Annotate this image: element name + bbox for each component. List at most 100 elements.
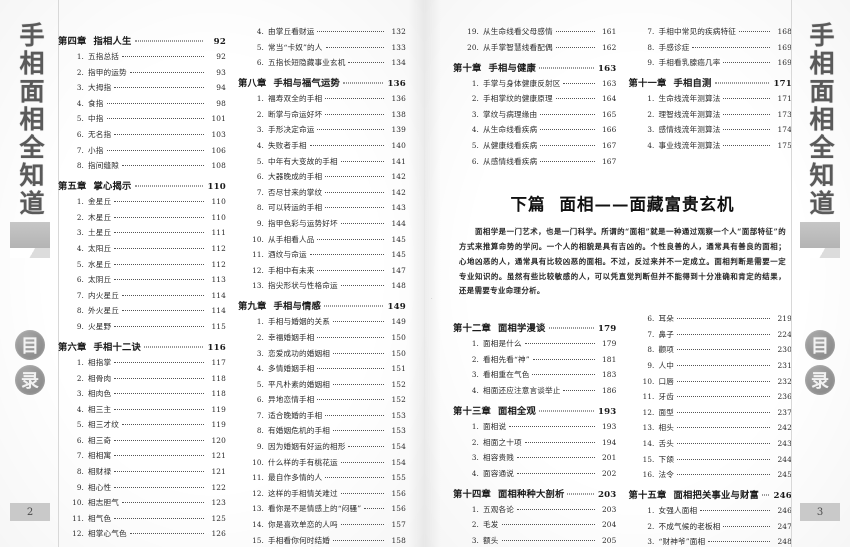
- toc-entry-row[interactable]: 9. 人中 231: [629, 360, 793, 371]
- toc-entry-row[interactable]: 9. 相心性 122: [58, 482, 226, 493]
- toc-entry-row[interactable]: 2. 手相掌纹的健康原理 164: [453, 93, 617, 104]
- toc-entry-row[interactable]: 2. 相面之十项 194: [453, 437, 617, 448]
- toc-entry-row[interactable]: 8. 有婚姻危机的手相 153: [238, 425, 406, 436]
- toc-entry-row[interactable]: 3. 大拇指 94: [58, 82, 226, 93]
- toc-entry-row[interactable]: 9. 火星野 115: [58, 321, 226, 332]
- toc-chapter-row[interactable]: 第十五章 面相把关事业与财富 246: [629, 487, 793, 501]
- toc-chapter-row[interactable]: 第五章 掌心揭示 110: [58, 178, 226, 192]
- toc-entry-row[interactable]: 3. 额头 205: [453, 535, 617, 546]
- toc-entry-row[interactable]: 7. 鼻子 224: [629, 329, 793, 340]
- toc-entry-row[interactable]: 4. 太阳丘 112: [58, 243, 226, 254]
- toc-entry-row[interactable]: 4. 事业线流年测算法 175: [629, 140, 793, 151]
- toc-entry-row[interactable]: 16. 法令 245: [629, 469, 793, 480]
- toc-entry-row[interactable]: 10. 口唇 232: [629, 376, 793, 387]
- toc-entry-row[interactable]: 7. 否尽甘来的掌纹 142: [238, 187, 406, 198]
- toc-entry-row[interactable]: 7. 内火星丘 114: [58, 290, 226, 301]
- toc-entry-row[interactable]: 4. 从生命线看疾病 166: [453, 124, 617, 135]
- toc-entry-row[interactable]: 1. 金星丘 110: [58, 196, 226, 207]
- toc-entry-row[interactable]: 7. 手相中常见的疾病特征 168: [629, 26, 793, 37]
- toc-entry-row[interactable]: 6. 无名指 103: [58, 129, 226, 140]
- toc-entry-row[interactable]: 7. 小指 106: [58, 145, 226, 156]
- toc-entry-row[interactable]: 3. 相容贵贱 201: [453, 452, 617, 463]
- toc-entry-row[interactable]: 2. 看相先看“神” 181: [453, 354, 617, 365]
- toc-entry-row[interactable]: 5. 相三才纹 119: [58, 419, 226, 430]
- toc-entry-row[interactable]: 9. 因为婚姻有好运的相形 154: [238, 441, 406, 452]
- toc-entry-row[interactable]: 4. 相面还应注意言谈举止 186: [453, 385, 617, 396]
- toc-entry-row[interactable]: 4. 多情婚姻手相 151: [238, 363, 406, 374]
- toc-entry-row[interactable]: 6. 五指长短隐藏事业玄机 134: [238, 57, 406, 68]
- toc-entry-row[interactable]: 7. 相相寓 121: [58, 450, 226, 461]
- toc-entry-row[interactable]: 1. 五指总括 92: [58, 51, 226, 62]
- toc-entry-row[interactable]: 1. 生命线流年测算法 171: [629, 93, 793, 104]
- toc-entry-row[interactable]: 5. 中指 101: [58, 113, 226, 124]
- toc-chapter-row[interactable]: 第十二章 面相学漫谈 179: [453, 320, 617, 334]
- toc-entry-row[interactable]: 4. 食指 98: [58, 98, 226, 109]
- toc-entry-row[interactable]: 6. 异地恋情手相 152: [238, 394, 406, 405]
- toc-entry-row[interactable]: 8. 外火星丘 114: [58, 305, 226, 316]
- toc-entry-row[interactable]: 11. 牙齿 236: [629, 391, 793, 402]
- toc-entry-row[interactable]: 2. 指甲的运势 93: [58, 67, 226, 78]
- toc-entry-row[interactable]: 5. 水星丘 112: [58, 259, 226, 270]
- toc-entry-row[interactable]: 2. 断掌与命运好坏 138: [238, 109, 406, 120]
- toc-entry-row[interactable]: 8. 相财禄 121: [58, 466, 226, 477]
- toc-chapter-row[interactable]: 第八章 手相与福气运势 136: [238, 75, 406, 89]
- toc-entry-row[interactable]: 8. 颧项 230: [629, 344, 793, 355]
- toc-entry-row[interactable]: 1. 相指掌 117: [58, 357, 226, 368]
- toc-entry-row[interactable]: 7. 适合晚婚的手相 153: [238, 410, 406, 421]
- toc-entry-row[interactable]: 1. 五观各论 203: [453, 504, 617, 515]
- toc-entry-row[interactable]: 15. 手相看你何时结婚 158: [238, 535, 406, 546]
- toc-entry-row[interactable]: 2. 毛发 204: [453, 519, 617, 530]
- toc-chapter-row[interactable]: 第九章 手相与情感 149: [238, 298, 406, 312]
- toc-entry-row[interactable]: 3. 土星丘 111: [58, 227, 226, 238]
- toc-entry-row[interactable]: 8. 可以转运的手相 143: [238, 202, 406, 213]
- toc-entry-row[interactable]: 5. 常当“卡奴”的人 133: [238, 42, 406, 53]
- toc-entry-row[interactable]: 2. 木星丘 110: [58, 212, 226, 223]
- toc-entry-row[interactable]: 13. 看你是不是情感上的“闷骚” 156: [238, 503, 406, 514]
- toc-entry-row[interactable]: 19. 从生命线看父母感情 161: [453, 26, 617, 37]
- toc-entry-row[interactable]: 10. 相志胆气 123: [58, 497, 226, 508]
- toc-entry-row[interactable]: 1. 手相与婚姻的关系 149: [238, 316, 406, 327]
- toc-entry-row[interactable]: 3. 相肉色 118: [58, 388, 226, 399]
- toc-entry-row[interactable]: 4. 失败者手相 140: [238, 140, 406, 151]
- toc-entry-row[interactable]: 5. 从健康线看疾病 167: [453, 140, 617, 151]
- toc-entry-row[interactable]: 12. 这样的手相情关难过 156: [238, 488, 406, 499]
- toc-entry-row[interactable]: 2. 理智线流年测算法 173: [629, 109, 793, 120]
- toc-entry-row[interactable]: 3. 看相重在气色 183: [453, 369, 617, 380]
- toc-entry-row[interactable]: 14. 舌头 243: [629, 438, 793, 449]
- toc-entry-row[interactable]: 4. 相三主 119: [58, 404, 226, 415]
- toc-entry-row[interactable]: 2. 相骨肉 118: [58, 373, 226, 384]
- toc-entry-row[interactable]: 1. 福寿双全的手相 136: [238, 93, 406, 104]
- toc-entry-row[interactable]: 12. 相掌心气色 126: [58, 528, 226, 539]
- toc-entry-row[interactable]: 3. 掌纹与病理缘由 165: [453, 109, 617, 120]
- toc-entry-row[interactable]: 1. 女强人面相 246: [629, 505, 793, 516]
- toc-entry-row[interactable]: 3. 手形决定命运 139: [238, 124, 406, 135]
- toc-entry-row[interactable]: 1. 面相说 193: [453, 421, 617, 432]
- toc-entry-row[interactable]: 6. 从感情线看疾病 167: [453, 156, 617, 167]
- toc-entry-row[interactable]: 3. 恋爱成功的婚姻相 150: [238, 348, 406, 359]
- toc-entry-row[interactable]: 11. 最自作多情的人 155: [238, 472, 406, 483]
- toc-entry-row[interactable]: 20. 从手掌智慧线看配偶 162: [453, 42, 617, 53]
- toc-entry-row[interactable]: 2. 幸福婚姻手相 150: [238, 332, 406, 343]
- toc-entry-row[interactable]: 4. 由掌丘看财运 132: [238, 26, 406, 37]
- toc-entry-row[interactable]: 8. 手感诊症 169: [629, 42, 793, 53]
- toc-entry-row[interactable]: 6. 太阴丘 113: [58, 274, 226, 285]
- toc-entry-row[interactable]: 13. 相头 242: [629, 422, 793, 433]
- toc-chapter-row[interactable]: 第六章 手相十二诀 116: [58, 339, 226, 353]
- toc-entry-row[interactable]: 13. 指尖形状与性格命运 148: [238, 280, 406, 291]
- toc-entry-row[interactable]: 6. 相三奇 120: [58, 435, 226, 446]
- toc-entry-row[interactable]: 6. 大器晚成的手相 142: [238, 171, 406, 182]
- toc-entry-row[interactable]: 14. 你是喜欢单恋的人吗 157: [238, 519, 406, 530]
- toc-chapter-row[interactable]: 第四章 指相人生 92: [58, 33, 226, 47]
- toc-entry-row[interactable]: 2. 不成气候的老板相 247: [629, 521, 793, 532]
- toc-entry-row[interactable]: 12. 手相中有未来 147: [238, 265, 406, 276]
- toc-entry-row[interactable]: 9. 手相看乳腺癌几率 169: [629, 57, 793, 68]
- toc-entry-row[interactable]: 5. 中年有大变故的手相 141: [238, 156, 406, 167]
- toc-entry-row[interactable]: 5. 平凡朴素的婚姻相 152: [238, 379, 406, 390]
- toc-entry-row[interactable]: 8. 指间缝隙 108: [58, 160, 226, 171]
- toc-entry-row[interactable]: 9. 指甲色彩与运势好坏 144: [238, 218, 406, 229]
- toc-entry-row[interactable]: 4. 面容通说 202: [453, 468, 617, 479]
- toc-entry-row[interactable]: 10. 从手相看人品 145: [238, 234, 406, 245]
- toc-entry-row[interactable]: 1. 面相是什么 179: [453, 338, 617, 349]
- toc-entry-row[interactable]: 12. 面型 237: [629, 407, 793, 418]
- toc-entry-row[interactable]: 3. 感情线流年测算法 174: [629, 124, 793, 135]
